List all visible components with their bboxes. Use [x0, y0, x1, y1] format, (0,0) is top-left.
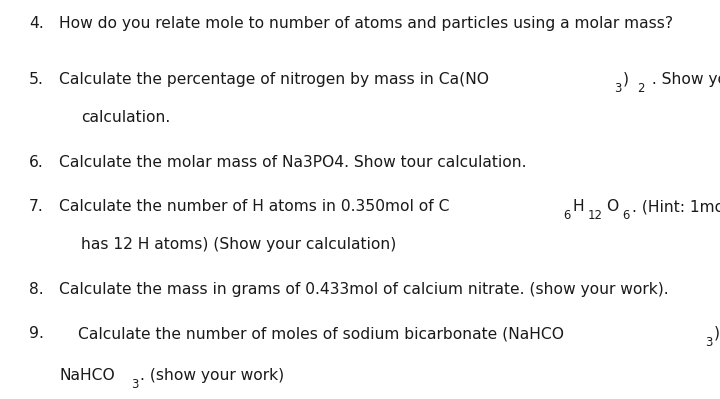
Text: 7.: 7. — [29, 200, 43, 215]
Text: 3: 3 — [705, 336, 712, 350]
Text: NaHCO: NaHCO — [59, 368, 114, 383]
Text: Calculate the percentage of nitrogen by mass in Ca(NO: Calculate the percentage of nitrogen by … — [59, 72, 489, 87]
Text: 12: 12 — [588, 209, 603, 223]
Text: 3: 3 — [131, 378, 138, 391]
Text: Calculate the number of moles of sodium bicarbonate (NaHCO: Calculate the number of moles of sodium … — [78, 326, 564, 342]
Text: 8.: 8. — [29, 282, 43, 297]
Text: 4.: 4. — [29, 16, 43, 31]
Text: calculation.: calculation. — [81, 110, 170, 125]
Text: 6: 6 — [563, 209, 570, 223]
Text: Calculate the number of H atoms in 0.350mol of C: Calculate the number of H atoms in 0.350… — [59, 200, 449, 215]
Text: has 12 H atoms) (Show your calculation): has 12 H atoms) (Show your calculation) — [81, 237, 396, 253]
Text: ): ) — [624, 72, 634, 87]
Text: 3: 3 — [614, 82, 621, 95]
Text: O: O — [607, 200, 619, 215]
Text: . (Hint: 1molecule of H: . (Hint: 1molecule of H — [632, 200, 720, 215]
Text: Calculate the molar mass of Na3PO4. Show tour calculation.: Calculate the molar mass of Na3PO4. Show… — [59, 155, 526, 170]
Text: 5.: 5. — [29, 72, 44, 87]
Text: Calculate the mass in grams of 0.433mol of calcium nitrate. (show your work).: Calculate the mass in grams of 0.433mol … — [59, 282, 669, 297]
Text: . (show your work): . (show your work) — [140, 368, 284, 383]
Text: H: H — [572, 200, 584, 215]
Text: 6.: 6. — [29, 155, 43, 170]
Text: 6: 6 — [622, 209, 630, 223]
Text: How do you relate mole to number of atoms and particles using a molar mass?: How do you relate mole to number of atom… — [59, 16, 673, 31]
Text: 2: 2 — [637, 82, 645, 95]
Text: 9.: 9. — [29, 326, 44, 342]
Text: ) in 5.38g of: ) in 5.38g of — [714, 326, 720, 342]
Text: . Show your: . Show your — [647, 72, 720, 87]
